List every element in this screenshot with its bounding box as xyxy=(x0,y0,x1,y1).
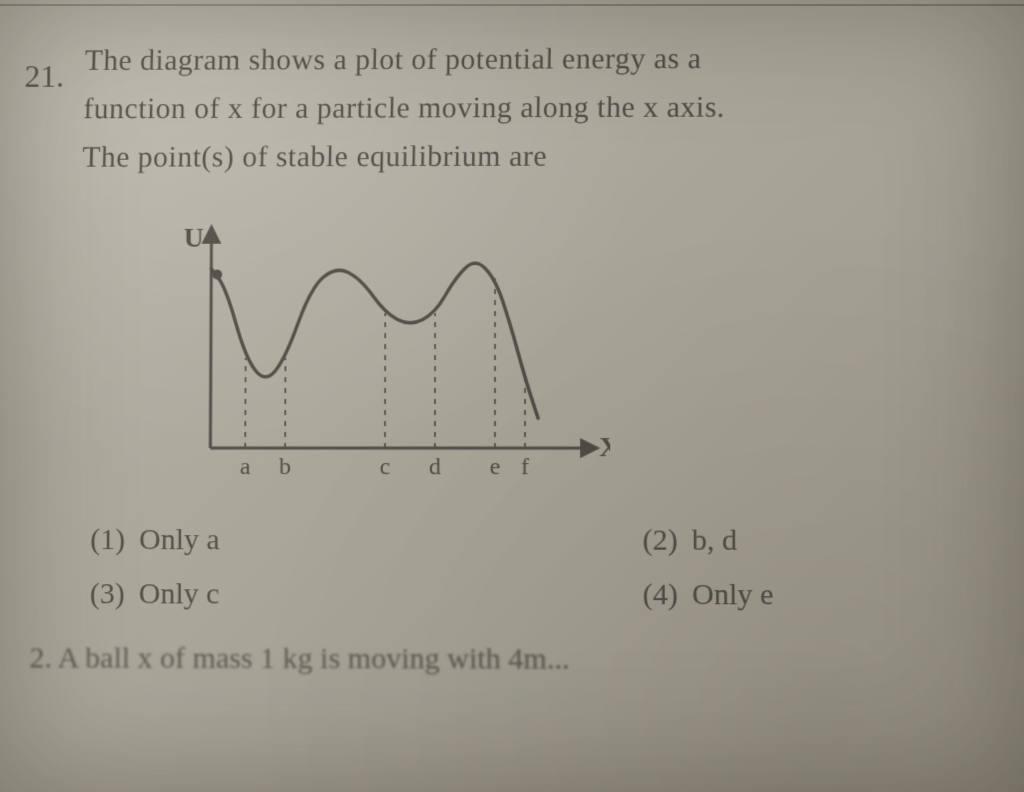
option-4-num: (4) xyxy=(643,578,678,612)
option-3: (3) Only c xyxy=(90,577,442,612)
option-3-text: Only c xyxy=(139,577,220,611)
option-2: (2) b, d xyxy=(643,524,998,559)
option-1-text: Only a xyxy=(139,523,220,557)
question-line-2: function of x for a particle moving alon… xyxy=(83,84,994,131)
question-line-3: The point(s) of stable equilibrium are xyxy=(82,133,994,180)
option-1: (1) Only a xyxy=(90,523,442,557)
option-3-num: (3) xyxy=(90,577,125,611)
svg-text:a: a xyxy=(240,454,251,480)
svg-text:f: f xyxy=(521,454,529,480)
option-4-text: Only e xyxy=(692,578,774,612)
option-1-num: (1) xyxy=(90,523,125,557)
potential-energy-chart: U Xa b c d ef xyxy=(150,208,997,499)
svg-text:e: e xyxy=(490,454,501,480)
svg-text:X: X xyxy=(599,432,610,463)
question-number: 21. xyxy=(24,58,64,95)
svg-text:b: b xyxy=(279,454,291,480)
svg-text:d: d xyxy=(429,454,441,480)
page-top-rule xyxy=(0,4,1024,6)
next-question-preview: 2. A ball x of mass 1 kg is moving with … xyxy=(29,641,998,677)
option-2-num: (2) xyxy=(643,524,678,558)
question-block: 21. The diagram shows a plot of potentia… xyxy=(29,35,998,677)
svg-text:c: c xyxy=(380,454,391,480)
question-line-1: The diagram shows a plot of potential en… xyxy=(84,35,994,82)
option-4: (4) Only e xyxy=(643,578,999,613)
svg-text:U: U xyxy=(184,223,204,254)
question-text: The diagram shows a plot of potential en… xyxy=(82,35,995,179)
chart-svg: U Xa b c d ef xyxy=(150,208,610,498)
option-2-text: b, d xyxy=(692,524,737,558)
options-grid: (1) Only a (2) b, d (3) Only c (4) Only … xyxy=(90,523,998,613)
